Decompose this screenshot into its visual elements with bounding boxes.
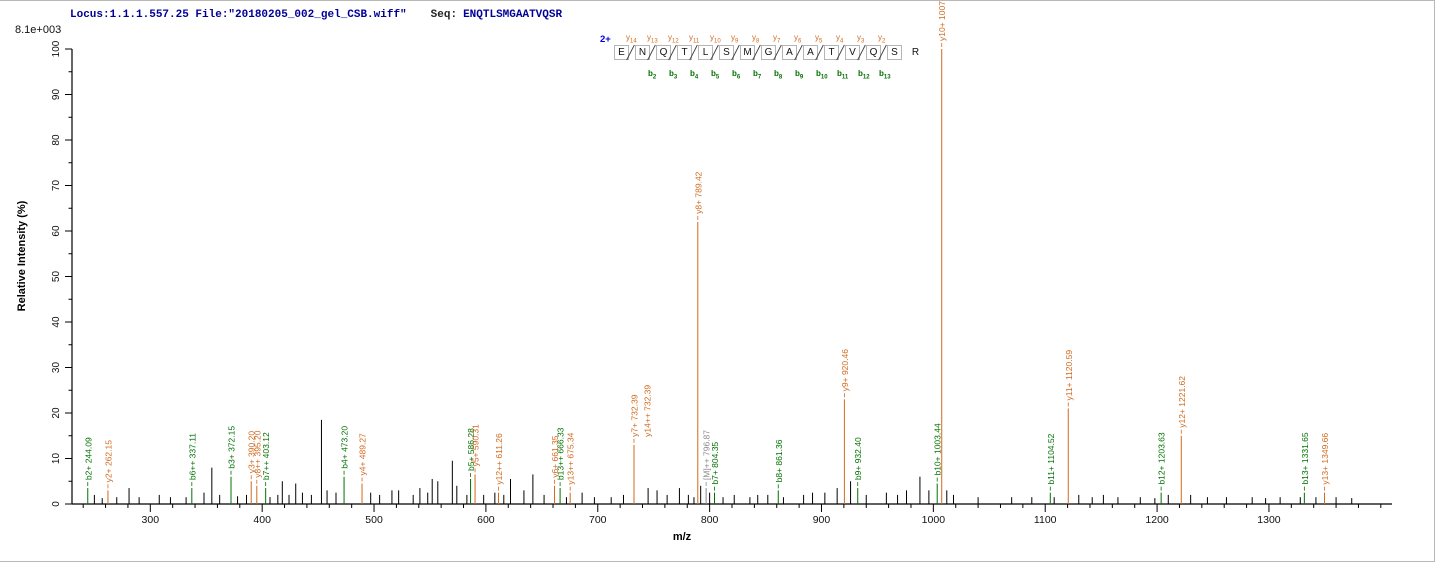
peak-label: b11+ 1104.52 bbox=[1046, 433, 1056, 484]
peak-label: y13++ 675.34 bbox=[566, 432, 576, 484]
peak-label: y12++ 611.26 bbox=[494, 433, 504, 485]
x-tick-label: 400 bbox=[253, 514, 271, 526]
b-ion-label: b6 bbox=[732, 69, 741, 81]
x-tick-label: 300 bbox=[142, 514, 160, 526]
y-axis-title: Relative Intensity (%) bbox=[16, 200, 28, 311]
y-tick-label: 30 bbox=[51, 362, 62, 374]
peak-label: y7+ 732.39 bbox=[629, 394, 639, 437]
peak-label: b13+ 1331.65 bbox=[1300, 432, 1310, 485]
x-tick-label: 800 bbox=[701, 514, 719, 526]
intensity-scale-label: 8.1e+003 bbox=[15, 24, 62, 36]
peak-label: b7+ 804.35 bbox=[710, 442, 720, 485]
y-tick-label: 80 bbox=[51, 134, 62, 146]
y-ion-label: y13 bbox=[647, 33, 658, 45]
seq-label: Seq: bbox=[430, 9, 458, 21]
b-ion-label: b9 bbox=[795, 69, 804, 81]
residue-letter: S bbox=[887, 45, 902, 60]
x-tick-label: 1200 bbox=[1145, 514, 1169, 526]
precursor-charge-label: 2+ bbox=[600, 34, 611, 45]
x-tick-label: 600 bbox=[477, 514, 495, 526]
y-ion-label: y10 bbox=[710, 33, 721, 45]
y-ion-label: y5 bbox=[815, 33, 823, 45]
y-tick-label: 70 bbox=[51, 180, 62, 192]
peak-label: y13+ 1349.66 bbox=[1320, 433, 1330, 485]
b-ion-label: b3 bbox=[669, 69, 678, 81]
y-tick-label: 20 bbox=[51, 407, 62, 419]
locus-file-label: Locus:1.1.1.557.25 File:"20180205_002_ge… bbox=[70, 9, 407, 21]
b-ion-label: b7 bbox=[753, 69, 762, 81]
y-tick-label: 60 bbox=[51, 225, 62, 237]
peak-label: y11+ 1120.59 bbox=[1064, 350, 1074, 401]
b-ion-label: b12 bbox=[858, 69, 870, 81]
x-tick-label: 500 bbox=[365, 514, 383, 526]
b-ion-label: b8 bbox=[774, 69, 783, 81]
peak-label: y8+ 789.42 bbox=[693, 171, 703, 214]
x-tick-label: 900 bbox=[813, 514, 831, 526]
peak-label: b9+ 932.40 bbox=[853, 437, 863, 480]
y-ion-label: y9 bbox=[731, 33, 739, 45]
peak-label: b13++ 666.33 bbox=[556, 427, 566, 480]
x-axis-title: m/z bbox=[673, 531, 692, 543]
peak-label: y10+ 1007.49 bbox=[937, 1, 947, 41]
y-ion-label: y8 bbox=[752, 33, 760, 45]
y-tick-label: 40 bbox=[51, 316, 62, 328]
peak-label: y3+ 390.20 bbox=[247, 431, 257, 474]
spectrum-header: Locus:1.1.1.557.25 File:"20180205_002_ge… bbox=[70, 9, 562, 21]
peak-label: y2+ 262.15 bbox=[103, 440, 113, 483]
b-ion-label: b10 bbox=[816, 69, 828, 81]
y-ion-label: y7 bbox=[773, 33, 781, 45]
peak-label: [M]++ 796.87 bbox=[702, 430, 712, 480]
residue-letter: A bbox=[782, 45, 797, 60]
b-ion-label: b11 bbox=[837, 69, 849, 81]
peak-label: b4+ 473.20 bbox=[340, 426, 350, 469]
peak-label: b2+ 244.09 bbox=[83, 437, 93, 480]
peak-label: b3+ 372.15 bbox=[227, 426, 237, 469]
y-tick-label: 10 bbox=[51, 453, 62, 465]
y-ion-label: y3 bbox=[857, 33, 865, 45]
b-ion-label: b4 bbox=[690, 69, 699, 81]
b-ion-label: b2 bbox=[648, 69, 657, 81]
peak-label: b8+ 861.36 bbox=[774, 439, 784, 482]
peak-label: b7++ 403.12 bbox=[261, 432, 271, 480]
b-ion-label: b13 bbox=[879, 69, 891, 81]
peak-label: b10+ 1003.44 bbox=[933, 423, 943, 476]
y-ion-label: y14 bbox=[626, 33, 637, 45]
residue-letter: Q bbox=[866, 45, 881, 60]
y-ion-label: y6 bbox=[794, 33, 802, 45]
x-tick-label: 1100 bbox=[1034, 514, 1057, 526]
x-tick-label: 1000 bbox=[922, 514, 946, 526]
peak-label: b12+ 1203.63 bbox=[1157, 432, 1167, 485]
x-tick-label: 1300 bbox=[1257, 514, 1281, 526]
peak-label: y6+ 661.35 bbox=[550, 435, 560, 478]
peak-label: y12+ 1221.62 bbox=[1177, 376, 1187, 428]
peak-label: y5+ 590.31 bbox=[471, 424, 481, 467]
peak-label: b5+ 586.28 bbox=[466, 428, 476, 471]
b-ion-label: b5 bbox=[711, 69, 720, 81]
peak-label: y9+ 920.46 bbox=[840, 349, 850, 392]
y-ion-label: y11 bbox=[689, 33, 700, 45]
peak-label: b6++ 337.11 bbox=[187, 433, 197, 480]
peak-label: y8++ 395.20 bbox=[252, 430, 262, 478]
y-tick-label: 90 bbox=[51, 89, 62, 101]
seq-value: ENQTLSMGAATVQSR bbox=[463, 9, 563, 21]
y-tick-label: 50 bbox=[51, 271, 62, 283]
y-ion-label: y12 bbox=[668, 33, 679, 45]
y-tick-label: 100 bbox=[51, 40, 62, 57]
residue-letter: R bbox=[908, 45, 923, 60]
y-tick-label: 0 bbox=[51, 501, 62, 507]
residue-letter: E bbox=[614, 45, 629, 60]
peak-label: y14++ 732.39 bbox=[642, 385, 652, 437]
peak-label: y4+ 489.27 bbox=[358, 433, 368, 476]
y-ion-label: y4 bbox=[836, 33, 844, 45]
x-tick-label: 700 bbox=[589, 514, 607, 526]
y-ion-label: y2 bbox=[878, 33, 886, 45]
